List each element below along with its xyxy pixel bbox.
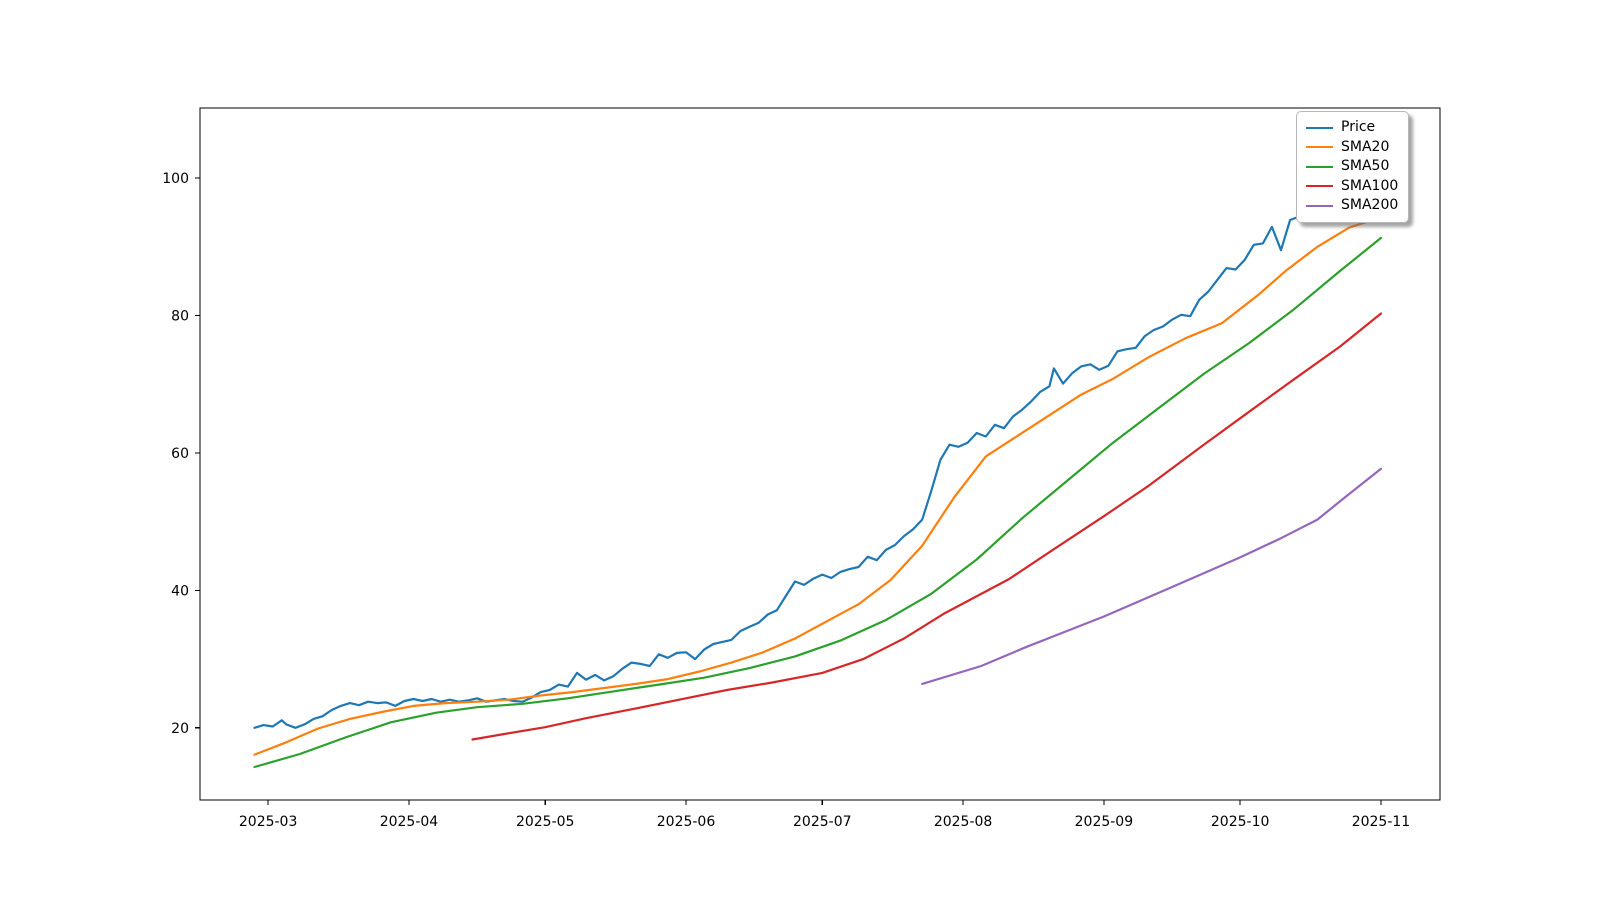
x-tick-label: 2025-05 bbox=[516, 814, 575, 830]
y-tick-label: 80 bbox=[171, 309, 189, 325]
sma20-line bbox=[253, 216, 1383, 756]
sma200-line bbox=[921, 467, 1383, 686]
legend-label-sma200: SMA200 bbox=[1341, 197, 1399, 213]
x-tick-label: 2025-06 bbox=[657, 814, 716, 830]
legend-line-sma200-swatch bbox=[1306, 204, 1333, 207]
x-tick-label: 2025-09 bbox=[1075, 814, 1134, 830]
x-tick-label: 2025-10 bbox=[1211, 814, 1270, 830]
x-tick-label: 2025-03 bbox=[239, 814, 298, 830]
legend-line-sma20-swatch bbox=[1306, 146, 1333, 149]
y-tick-label: 20 bbox=[171, 721, 189, 737]
x-tick-label: 2025-08 bbox=[934, 814, 993, 830]
price-line bbox=[253, 207, 1383, 729]
legend-label-price: Price bbox=[1341, 119, 1376, 135]
axes: 2025-03 2025-04 2025-05 2025-06 2025-07 2025-… bbox=[162, 107, 1441, 830]
legend-label-sma50: SMA50 bbox=[1341, 158, 1390, 174]
x-tick-label: 2025-04 bbox=[380, 814, 439, 830]
legend-line-price-swatch bbox=[1306, 126, 1333, 129]
legend-line-sma50-swatch bbox=[1306, 165, 1333, 168]
legend-item-sma50: SMA50 bbox=[1306, 157, 1398, 177]
legend-label-sma100: SMA100 bbox=[1341, 177, 1399, 194]
legend-item-price: Price bbox=[1306, 118, 1398, 138]
sma100-line bbox=[471, 312, 1383, 741]
plot-border bbox=[199, 107, 1441, 801]
legend-item-sma100: SMA100 bbox=[1306, 177, 1398, 197]
y-tick-label: 40 bbox=[171, 583, 189, 599]
legend-item-sma20: SMA20 bbox=[1306, 138, 1398, 158]
legend-line-sma100-swatch bbox=[1306, 185, 1333, 188]
legend-label-sma20: SMA20 bbox=[1341, 138, 1390, 155]
x-tick-label: 2025-07 bbox=[793, 814, 852, 830]
sma50-line bbox=[253, 236, 1383, 769]
y-tick-label: 60 bbox=[171, 446, 189, 462]
x-tick-label: 2025-11 bbox=[1352, 814, 1411, 830]
y-tick-label: 100 bbox=[162, 171, 189, 187]
legend-item-sma200: SMA200 bbox=[1306, 196, 1398, 216]
legend: Price SMA20 SMA50 SMA100 SMA200 bbox=[1296, 111, 1409, 223]
series-lines bbox=[253, 207, 1383, 769]
